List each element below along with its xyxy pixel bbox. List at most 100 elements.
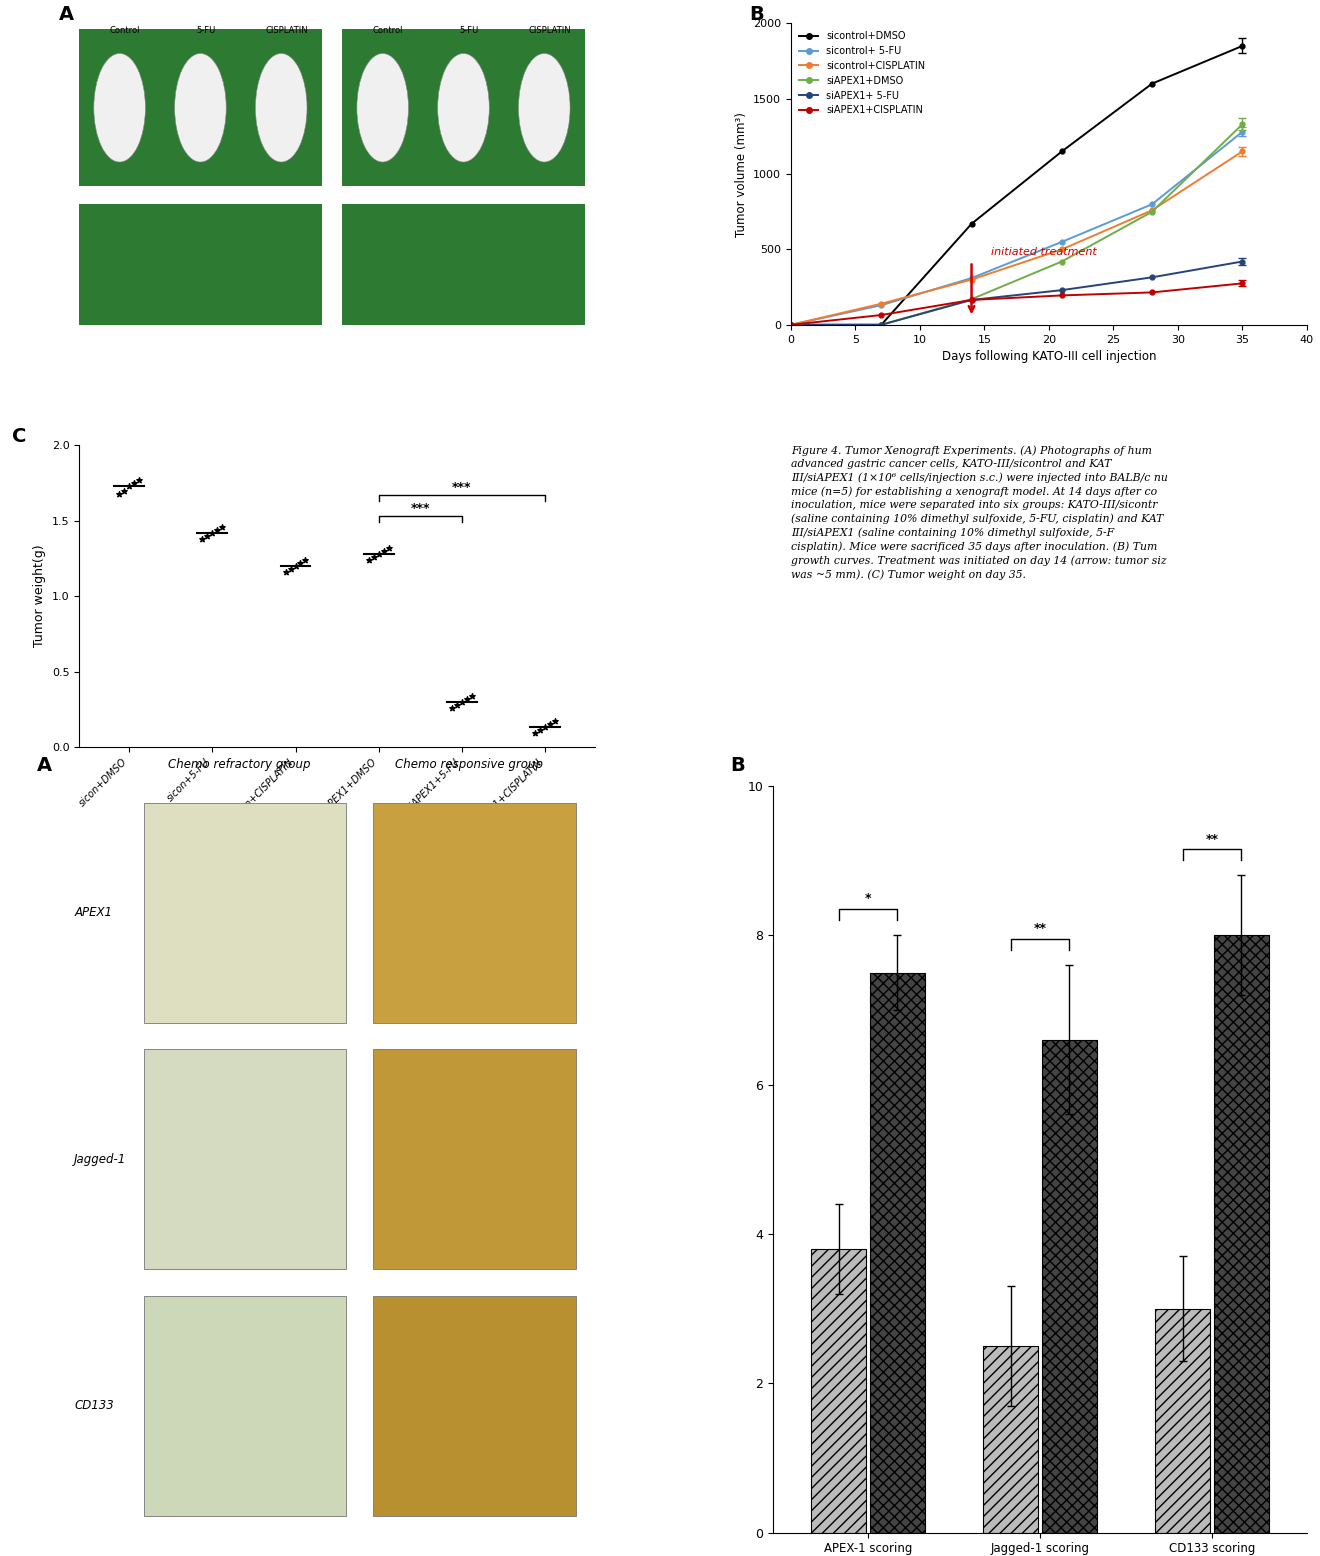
Bar	[374, 1296, 576, 1516]
Line: sicontrol+ 5-FU: sicontrol+ 5-FU	[788, 129, 1245, 327]
Point	[374, 538, 395, 563]
siAPEX1+CISPLATIN	[1053, 286, 1069, 305]
Text: APEX1: APEX1	[74, 906, 112, 920]
Ellipse shape	[94, 53, 145, 162]
Bar	[1155, 1309, 1210, 1533]
Point	[363, 545, 384, 569]
Point	[114, 478, 135, 503]
Line: sicontrol+DMSO: sicontrol+DMSO	[788, 44, 1245, 327]
Legend: sicontrol+DMSO, sicontrol+ 5-FU, sicontrol+CISPLATIN, siAPEX1+DMSO, siAPEX1+ 5-F: sicontrol+DMSO, sicontrol+ 5-FU, sicontr…	[796, 28, 928, 118]
sicontrol+ 5-FU	[1234, 123, 1250, 142]
X-axis label: Days following KATO-III cell injection: Days following KATO-III cell injection	[941, 350, 1156, 363]
Point	[441, 696, 462, 720]
Point	[524, 720, 545, 745]
siAPEX1+CISPLATIN	[1234, 274, 1250, 293]
sicontrol+DMSO	[874, 316, 890, 335]
siAPEX1+CISPLATIN	[783, 316, 799, 335]
Text: A: A	[58, 5, 74, 25]
Ellipse shape	[438, 53, 490, 162]
Text: Figure 4. Tumor Xenograft Experiments. (A) Photographs of hum
advanced gastric c: Figure 4. Tumor Xenograft Experiments. (…	[791, 445, 1168, 580]
sicontrol+CISPLATIN	[1144, 201, 1160, 219]
Point	[529, 717, 550, 742]
siAPEX1+ 5-FU	[1144, 268, 1160, 286]
Line: sicontrol+CISPLATIN: sicontrol+CISPLATIN	[788, 149, 1245, 327]
Text: A: A	[37, 756, 51, 775]
Point	[535, 714, 556, 739]
Point	[451, 689, 473, 714]
sicontrol+ 5-FU	[783, 316, 799, 335]
Bar	[144, 1296, 346, 1516]
Bar	[983, 1346, 1039, 1533]
sicontrol+ 5-FU	[964, 269, 979, 288]
Bar	[870, 972, 925, 1533]
Point	[461, 683, 482, 708]
Text: Control: Control	[372, 26, 403, 36]
Text: initiated treatment: initiated treatment	[991, 247, 1097, 257]
Text: C: C	[12, 428, 26, 447]
siAPEX1+ 5-FU	[783, 316, 799, 335]
Bar	[79, 204, 322, 325]
Text: 5-FU: 5-FU	[459, 26, 478, 36]
sicontrol+ 5-FU	[1144, 194, 1160, 213]
Text: CISPLATIN: CISPLATIN	[528, 26, 570, 36]
Point	[294, 548, 315, 573]
sicontrol+CISPLATIN	[1234, 142, 1250, 160]
sicontrol+DMSO	[964, 215, 979, 233]
Y-axis label: Tumor weight(g): Tumor weight(g)	[33, 545, 46, 647]
siAPEX1+DMSO	[964, 289, 979, 308]
sicontrol+CISPLATIN	[1053, 240, 1069, 258]
Text: B: B	[750, 5, 764, 25]
Text: Chemo refractory group: Chemo refractory group	[169, 758, 310, 770]
Point	[207, 517, 228, 543]
Point	[191, 526, 213, 551]
Text: Jagged-1: Jagged-1	[74, 1153, 127, 1165]
Point	[119, 473, 140, 498]
Bar	[342, 30, 585, 187]
Point	[280, 557, 301, 582]
Point	[290, 551, 312, 576]
Text: CD133: CD133	[74, 1399, 114, 1413]
Point	[108, 481, 129, 506]
Point	[197, 523, 218, 548]
Ellipse shape	[174, 53, 226, 162]
sicontrol+DMSO	[1053, 142, 1069, 160]
sicontrol+DMSO	[1234, 37, 1250, 56]
sicontrol+ 5-FU	[1053, 232, 1069, 251]
Ellipse shape	[356, 53, 408, 162]
siAPEX1+ 5-FU	[874, 316, 890, 335]
Ellipse shape	[256, 53, 308, 162]
siAPEX1+CISPLATIN	[964, 291, 979, 310]
sicontrol+ 5-FU	[874, 296, 890, 314]
Bar	[1214, 935, 1269, 1533]
Text: ***: ***	[453, 481, 471, 493]
Text: *: *	[865, 892, 871, 906]
siAPEX1+ 5-FU	[1234, 252, 1250, 271]
Point	[358, 548, 379, 573]
Point	[275, 560, 296, 585]
Point	[211, 515, 232, 540]
Bar	[374, 1049, 576, 1270]
siAPEX1+ 5-FU	[1053, 280, 1069, 299]
siAPEX1+DMSO	[783, 316, 799, 335]
Line: siAPEX1+DMSO: siAPEX1+DMSO	[788, 121, 1245, 327]
siAPEX1+DMSO	[1053, 252, 1069, 271]
Text: CISPLATIN: CISPLATIN	[265, 26, 308, 36]
Point	[202, 520, 223, 545]
siAPEX1+CISPLATIN	[1144, 283, 1160, 302]
Bar	[144, 803, 346, 1022]
Point	[285, 554, 306, 579]
Text: **: **	[1034, 923, 1047, 935]
Bar	[374, 803, 576, 1022]
siAPEX1+ 5-FU	[964, 291, 979, 310]
Bar	[144, 1049, 346, 1270]
Point	[540, 711, 561, 736]
Point	[128, 468, 149, 493]
Bar	[342, 204, 585, 325]
Point	[378, 535, 399, 560]
Bar	[1041, 1039, 1097, 1533]
Point	[368, 541, 389, 566]
Text: Chemo responsive group: Chemo responsive group	[395, 758, 543, 770]
Text: B: B	[730, 756, 746, 775]
Line: siAPEX1+ 5-FU: siAPEX1+ 5-FU	[788, 260, 1245, 327]
Point	[545, 710, 566, 734]
